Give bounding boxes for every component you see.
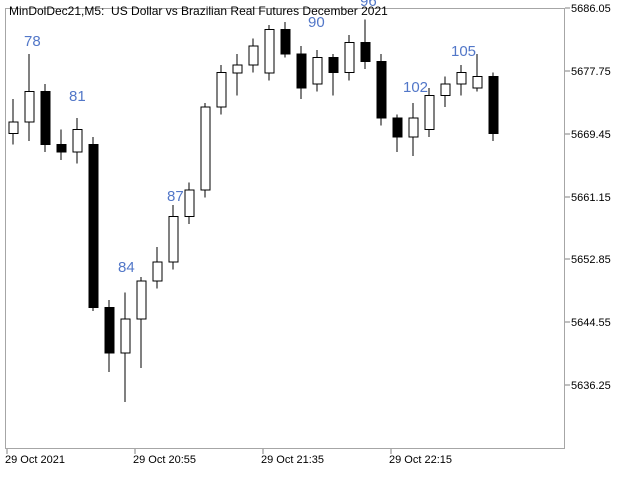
- bull-candle-body: [24, 91, 35, 123]
- bar-number-label: 105: [451, 43, 477, 60]
- bar-number-label: 81: [69, 88, 86, 105]
- y-axis-label: 5669.45: [571, 129, 611, 141]
- y-axis-label: 5652.85: [571, 254, 611, 266]
- x-axis-label: 29 Oct 21:35: [261, 454, 324, 466]
- y-axis-label: 5661.15: [571, 192, 611, 204]
- x-axis-label: 29 Oct 2021: [5, 454, 65, 466]
- bear-candle-body: [296, 53, 307, 89]
- bull-candle-body: [248, 45, 259, 66]
- bar-number-label: 87: [167, 188, 184, 205]
- bear-candle-body: [88, 144, 99, 308]
- bull-candle-body: [136, 280, 147, 320]
- bar-number-label: 96: [360, 0, 377, 10]
- bull-candle-body: [120, 318, 131, 354]
- chart-title: MinDolDec21,M5: US Dollar vs Brazilian R…: [9, 4, 388, 18]
- bar-number-label: 90: [308, 14, 325, 31]
- bear-candle-body: [488, 76, 499, 134]
- bear-candle-body: [104, 306, 115, 354]
- bull-candle-body: [264, 29, 275, 74]
- y-axis-label: 5644.55: [571, 317, 611, 329]
- bull-candle-body: [472, 76, 483, 89]
- x-axis-label: 29 Oct 20:55: [133, 454, 196, 466]
- y-axis-label: 5636.25: [571, 380, 611, 392]
- bull-candle-body: [312, 57, 323, 85]
- bull-candle-body: [232, 64, 243, 74]
- bull-candle-body: [456, 72, 467, 85]
- y-axis-label: 5686.05: [571, 3, 611, 15]
- bear-candle-body: [392, 117, 403, 138]
- bull-candle-body: [344, 41, 355, 74]
- y-axis-label: 5677.75: [571, 66, 611, 78]
- bull-candle-body: [184, 189, 195, 218]
- bull-candle-body: [216, 72, 227, 108]
- bull-candle-body: [72, 129, 83, 153]
- bar-number-label: 102: [403, 79, 429, 96]
- bear-candle-body: [360, 41, 371, 62]
- bull-candle-body: [408, 117, 419, 138]
- bar-number-label: 84: [118, 259, 135, 276]
- bear-candle-body: [40, 91, 51, 146]
- bear-candle-body: [56, 144, 67, 153]
- bear-candle-body: [376, 60, 387, 119]
- bear-candle-body: [328, 57, 339, 74]
- bull-candle-body: [8, 121, 19, 134]
- bull-candle-body: [152, 261, 163, 282]
- bull-candle-body: [440, 83, 451, 96]
- bear-candle-body: [280, 29, 291, 55]
- bull-candle-body: [200, 106, 211, 191]
- bar-number-label: 78: [24, 33, 41, 50]
- bull-candle-body: [168, 216, 179, 263]
- x-axis-label: 29 Oct 22:15: [389, 454, 452, 466]
- bull-candle-body: [424, 94, 435, 130]
